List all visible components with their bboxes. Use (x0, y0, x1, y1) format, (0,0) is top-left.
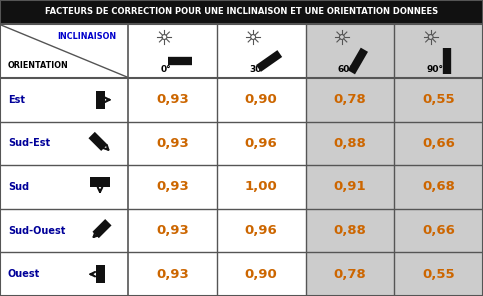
Text: INCLINAISON: INCLINAISON (57, 32, 116, 41)
Text: 0,68: 0,68 (422, 181, 455, 194)
Polygon shape (90, 177, 110, 187)
Text: 0,66: 0,66 (422, 137, 455, 150)
Text: 0,88: 0,88 (333, 137, 366, 150)
Text: 0,91: 0,91 (334, 181, 366, 194)
Bar (0, 0, 483, 24)
Text: FACTEURS DE CORRECTION POUR UNE INCLINAISON ET UNE ORIENTATION DONNEES: FACTEURS DE CORRECTION POUR UNE INCLINAI… (45, 7, 438, 17)
Polygon shape (96, 91, 104, 109)
Text: 1,00: 1,00 (245, 181, 278, 194)
Text: 0,93: 0,93 (156, 268, 189, 281)
Text: 0,93: 0,93 (156, 181, 189, 194)
Text: 60°: 60° (338, 65, 355, 75)
Bar (394, 24, 483, 296)
Text: Ouest: Ouest (8, 269, 40, 279)
Text: Sud-Est: Sud-Est (8, 139, 50, 148)
Text: 0,93: 0,93 (156, 224, 189, 237)
Text: 0,55: 0,55 (422, 268, 455, 281)
Text: 0,78: 0,78 (333, 268, 366, 281)
Text: 90°: 90° (426, 65, 443, 75)
Text: 30°: 30° (249, 65, 266, 75)
Text: ORIENTATION: ORIENTATION (8, 61, 69, 70)
Text: 0,55: 0,55 (422, 93, 455, 106)
Text: 0,93: 0,93 (156, 137, 189, 150)
Text: 0,66: 0,66 (422, 224, 455, 237)
Polygon shape (92, 219, 112, 238)
Text: Est: Est (8, 95, 25, 105)
Text: 0,96: 0,96 (245, 224, 278, 237)
Text: 0,93: 0,93 (156, 93, 189, 106)
Text: Sud-Ouest: Sud-Ouest (8, 226, 65, 236)
Text: 0°: 0° (160, 65, 171, 75)
Text: 0,78: 0,78 (333, 93, 366, 106)
Polygon shape (88, 132, 108, 151)
Text: 0,96: 0,96 (245, 137, 278, 150)
Text: 0,90: 0,90 (245, 93, 278, 106)
Bar (306, 24, 394, 296)
Polygon shape (96, 265, 104, 283)
Text: 0,90: 0,90 (245, 268, 278, 281)
Text: 0,88: 0,88 (333, 224, 366, 237)
Text: Sud: Sud (8, 182, 29, 192)
